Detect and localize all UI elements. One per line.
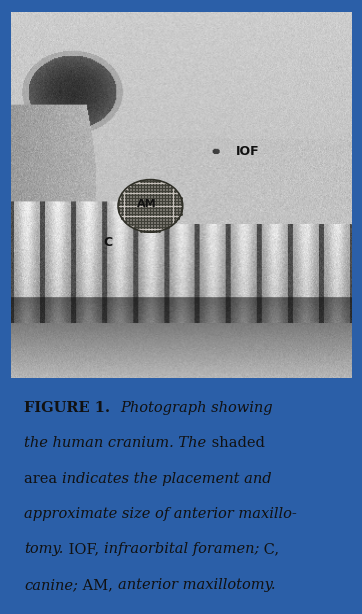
Text: infraorbital foramen;: infraorbital foramen;: [104, 542, 259, 556]
Text: FIGURE 1.: FIGURE 1.: [25, 401, 110, 415]
Text: IOF,: IOF,: [64, 542, 104, 556]
Text: IOF: IOF: [235, 145, 259, 158]
Text: shaded: shaded: [207, 436, 265, 450]
Text: approximate size of anterior maxillo-: approximate size of anterior maxillo-: [25, 507, 297, 521]
Text: area: area: [25, 472, 62, 486]
Text: AM,: AM,: [78, 578, 118, 592]
Text: AM: AM: [137, 199, 157, 209]
Text: tomy.: tomy.: [25, 542, 64, 556]
Text: canine;: canine;: [25, 578, 78, 592]
Ellipse shape: [118, 180, 183, 232]
Text: Photograph showing: Photograph showing: [120, 401, 272, 415]
Text: the human cranium. The: the human cranium. The: [25, 436, 207, 450]
Text: C: C: [103, 236, 113, 249]
Text: C,: C,: [259, 542, 279, 556]
Text: anterior maxillotomy.: anterior maxillotomy.: [118, 578, 275, 592]
Text: indicates the placement and: indicates the placement and: [62, 472, 272, 486]
